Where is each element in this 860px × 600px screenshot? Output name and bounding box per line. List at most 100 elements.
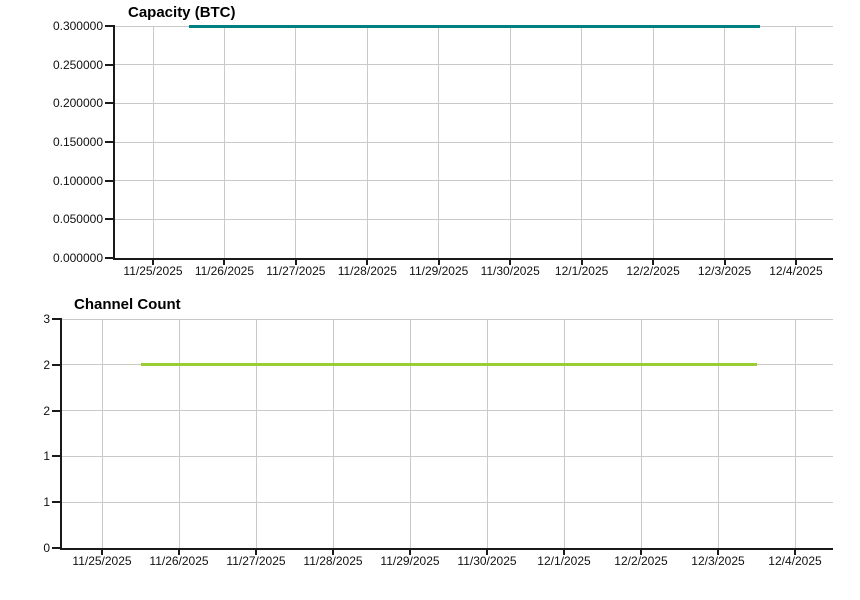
vertical-gridline — [640, 319, 642, 548]
x-tick-mark — [717, 548, 719, 555]
horizontal-gridline — [62, 318, 833, 320]
x-tick-label: 11/26/2025 — [194, 264, 255, 278]
x-tick-mark — [640, 548, 642, 555]
x-tick-mark — [152, 258, 154, 265]
y-tick-label: 0.100000 — [52, 173, 103, 188]
y-tick-mark — [105, 141, 115, 143]
x-tick-label: 12/3/2025 — [697, 264, 752, 278]
x-tick-label: 12/4/2025 — [768, 554, 822, 568]
x-tick-mark — [101, 548, 103, 555]
vertical-gridline — [178, 319, 180, 548]
capacity-chart-title: Capacity (BTC) — [128, 4, 236, 21]
vertical-gridline — [332, 319, 334, 548]
x-tick-mark — [723, 258, 726, 265]
vertical-gridline — [101, 319, 103, 548]
y-tick-label: 0.050000 — [52, 212, 103, 227]
x-tick-label: 12/3/2025 — [691, 554, 745, 568]
x-tick-label: 11/27/2025 — [226, 554, 286, 568]
x-tick-mark — [794, 548, 796, 555]
y-tick-label: 3 — [43, 312, 50, 326]
y-tick-label: 0.200000 — [52, 96, 103, 111]
y-tick-label: 0.150000 — [52, 135, 103, 149]
y-tick-label: 0.250000 — [52, 57, 103, 72]
x-tick-mark — [332, 548, 334, 555]
y-tick-mark — [52, 318, 62, 320]
vertical-gridline — [717, 319, 719, 548]
y-tick-mark — [105, 25, 115, 27]
x-tick-label: 12/2/2025 — [626, 264, 680, 278]
y-tick-label: 0 — [43, 541, 50, 555]
y-tick-label: 0.300000 — [52, 19, 103, 33]
y-tick-label: 2 — [43, 357, 50, 372]
vertical-gridline — [794, 319, 796, 548]
vertical-gridline — [652, 26, 654, 258]
x-tick-label: 12/2/2025 — [614, 554, 668, 568]
x-tick-label: 12/4/2025 — [769, 264, 823, 278]
horizontal-gridline — [115, 180, 833, 182]
x-tick-mark — [509, 258, 512, 265]
y-tick-mark — [52, 363, 62, 366]
y-tick-mark — [52, 455, 62, 458]
horizontal-gridline — [115, 141, 833, 143]
vertical-gridline — [795, 26, 797, 258]
x-tick-mark — [486, 548, 488, 555]
y-tick-mark — [52, 501, 62, 504]
y-tick-mark — [105, 218, 115, 221]
y-tick-mark — [52, 409, 62, 412]
y-tick-mark — [52, 547, 62, 549]
x-tick-label: 11/25/2025 — [72, 554, 132, 568]
x-tick-mark — [255, 548, 257, 555]
horizontal-gridline — [115, 218, 833, 220]
x-tick-label: 12/1/2025 — [554, 264, 609, 278]
x-axis-line — [60, 548, 833, 550]
vertical-gridline — [563, 319, 565, 548]
y-axis-line — [113, 26, 115, 260]
horizontal-gridline — [62, 501, 833, 503]
x-tick-label: 12/1/2025 — [537, 554, 591, 568]
channel-count-chart-title: Channel Count — [74, 296, 181, 313]
x-tick-label: 11/27/2025 — [266, 264, 326, 278]
x-tick-label: 11/28/2025 — [303, 554, 363, 568]
y-tick-label: 1 — [43, 495, 50, 510]
y-tick-mark — [105, 257, 115, 259]
horizontal-gridline — [62, 455, 833, 457]
vertical-gridline — [438, 26, 440, 258]
vertical-gridline — [295, 26, 297, 258]
x-tick-mark — [652, 258, 655, 265]
vertical-gridline — [509, 26, 511, 258]
y-tick-label: 2 — [43, 403, 50, 418]
x-tick-mark — [580, 258, 583, 265]
x-tick-label: 11/25/2025 — [123, 264, 183, 278]
x-tick-label: 11/29/2025 — [409, 264, 469, 278]
vertical-gridline — [409, 319, 411, 548]
vertical-gridline — [223, 26, 225, 258]
x-tick-label: 11/30/2025 — [480, 264, 540, 278]
x-tick-mark — [409, 548, 411, 555]
vertical-gridline — [152, 26, 154, 258]
x-tick-label: 11/30/2025 — [457, 554, 517, 568]
vertical-gridline — [581, 26, 583, 258]
x-tick-mark — [794, 258, 797, 265]
data-line-capacity — [188, 24, 761, 28]
y-tick-label: 0.000000 — [52, 251, 103, 265]
x-tick-label: 11/26/2025 — [149, 554, 209, 568]
x-tick-mark — [178, 548, 180, 555]
x-tick-mark — [294, 258, 297, 265]
data-line-channel-count — [140, 363, 757, 367]
x-tick-mark — [223, 258, 226, 265]
y-tick-label: 1 — [43, 449, 50, 464]
x-tick-label: 11/29/2025 — [380, 554, 440, 568]
vertical-gridline — [255, 319, 257, 548]
x-tick-mark — [563, 548, 565, 555]
y-tick-mark — [105, 102, 115, 105]
x-tick-mark — [366, 258, 369, 265]
x-axis-line — [113, 258, 833, 260]
horizontal-gridline — [115, 102, 833, 104]
vertical-gridline — [486, 319, 488, 548]
y-tick-mark — [105, 179, 115, 182]
vertical-gridline — [366, 26, 368, 258]
horizontal-gridline — [115, 64, 833, 66]
vertical-gridline — [724, 26, 726, 258]
x-tick-label: 11/28/2025 — [337, 264, 397, 278]
